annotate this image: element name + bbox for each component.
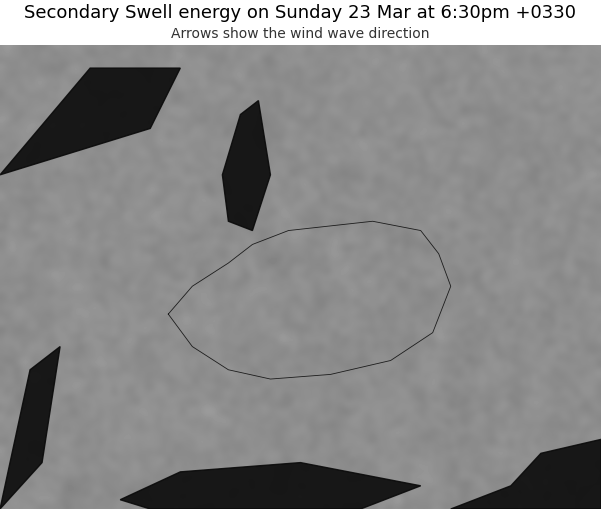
Text: Arrows show the wind wave direction: Arrows show the wind wave direction — [171, 27, 430, 41]
Text: Secondary Swell energy on Sunday 23 Mar at 6:30pm +0330: Secondary Swell energy on Sunday 23 Mar … — [25, 4, 576, 22]
Polygon shape — [451, 439, 601, 509]
Polygon shape — [0, 69, 180, 176]
Polygon shape — [0, 347, 60, 509]
Polygon shape — [120, 463, 421, 509]
Polygon shape — [222, 101, 270, 231]
